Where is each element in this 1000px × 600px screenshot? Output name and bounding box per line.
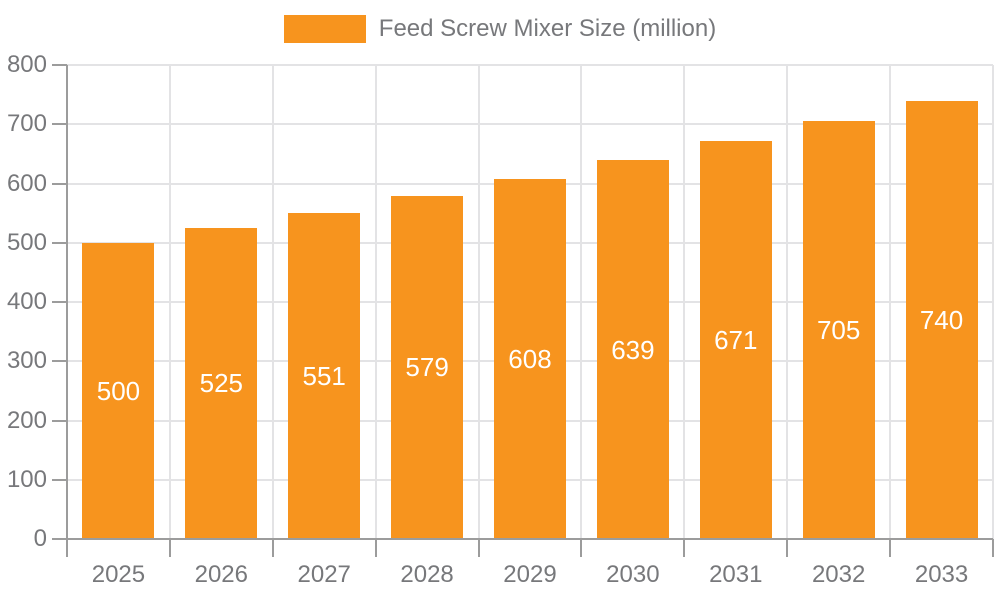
- x-axis-tick: [580, 539, 583, 557]
- y-axis-tick: [52, 64, 67, 66]
- x-gridline: [786, 65, 789, 539]
- y-axis-tick: [52, 301, 67, 303]
- y-axis-tick: [52, 360, 67, 363]
- x-axis-tick: [477, 539, 480, 557]
- legend-item[interactable]: Feed Screw Mixer Size (million): [283, 15, 717, 43]
- x-gridline: [580, 65, 583, 539]
- bar: [699, 141, 772, 539]
- x-gridline: [992, 65, 994, 539]
- x-gridline: [271, 65, 274, 539]
- y-axis-tick: [52, 478, 67, 481]
- bar-value-label: 525: [199, 368, 244, 399]
- x-gridline: [374, 65, 377, 539]
- x-axis-tick-label: 2028: [400, 561, 454, 588]
- bar-value-label: 740: [919, 304, 964, 335]
- y-axis-tick-label: 100: [6, 465, 47, 493]
- y-axis-line: [66, 65, 68, 557]
- bar-value-label: 579: [405, 352, 449, 383]
- y-axis-tick-label: 300: [6, 347, 47, 375]
- y-axis-tick-label: 200: [6, 406, 47, 434]
- x-axis-tick: [683, 539, 686, 557]
- x-axis-tick-label: 2026: [194, 561, 248, 588]
- x-axis-tick-label: 2027: [297, 561, 351, 588]
- bar: [288, 212, 361, 539]
- y-axis-tick-label: 0: [33, 525, 47, 552]
- y-axis-tick: [52, 123, 67, 126]
- y-axis-tick: [52, 241, 67, 244]
- bar: [802, 121, 875, 539]
- bar-value-label: 608: [508, 343, 552, 374]
- y-axis-tick-label: 400: [6, 288, 47, 315]
- x-axis-tick: [992, 539, 994, 557]
- bar: [185, 227, 258, 539]
- x-axis-tick: [786, 539, 789, 557]
- x-gridline: [477, 65, 480, 539]
- bar-value-label: 671: [714, 325, 758, 356]
- x-gridline: [168, 65, 171, 539]
- x-axis-tick-label: 2033: [914, 561, 969, 588]
- legend-swatch-icon: [283, 15, 366, 43]
- x-axis-tick-label: 2032: [811, 561, 866, 588]
- x-axis-tick: [374, 539, 377, 557]
- y-gridline: [67, 123, 993, 126]
- bar-value-label: 705: [816, 315, 861, 346]
- legend-label: Feed Screw Mixer Size (million): [378, 15, 717, 42]
- x-axis-tick: [889, 539, 892, 557]
- x-axis-tick: [168, 539, 171, 557]
- y-axis-tick: [52, 182, 67, 185]
- x-axis-line: [66, 538, 993, 540]
- y-axis-tick: [52, 538, 67, 540]
- x-axis-tick-label: 2025: [91, 561, 146, 588]
- bar: [596, 160, 669, 539]
- bar-value-label: 551: [302, 360, 346, 391]
- bar-value-label: 639: [611, 334, 655, 365]
- y-axis-tick-label: 800: [6, 51, 47, 78]
- x-axis-tick-label: 2029: [503, 561, 557, 588]
- y-axis-tick-label: 500: [6, 228, 47, 256]
- x-gridline: [889, 65, 892, 539]
- x-axis-tick-label: 2031: [709, 561, 763, 588]
- bar: [905, 100, 978, 539]
- bar: [391, 195, 464, 539]
- y-gridline: [67, 64, 993, 66]
- y-axis-tick-label: 700: [6, 110, 47, 138]
- x-axis-tick-label: 2030: [606, 561, 660, 588]
- legend: Feed Screw Mixer Size (million): [0, 15, 1000, 43]
- bar: [493, 178, 566, 539]
- y-axis-tick-label: 600: [6, 169, 47, 197]
- bar-value-label: 500: [96, 375, 141, 406]
- y-axis-tick: [52, 419, 67, 422]
- bar: [82, 242, 155, 539]
- x-gridline: [683, 65, 686, 539]
- x-axis-tick: [271, 539, 274, 557]
